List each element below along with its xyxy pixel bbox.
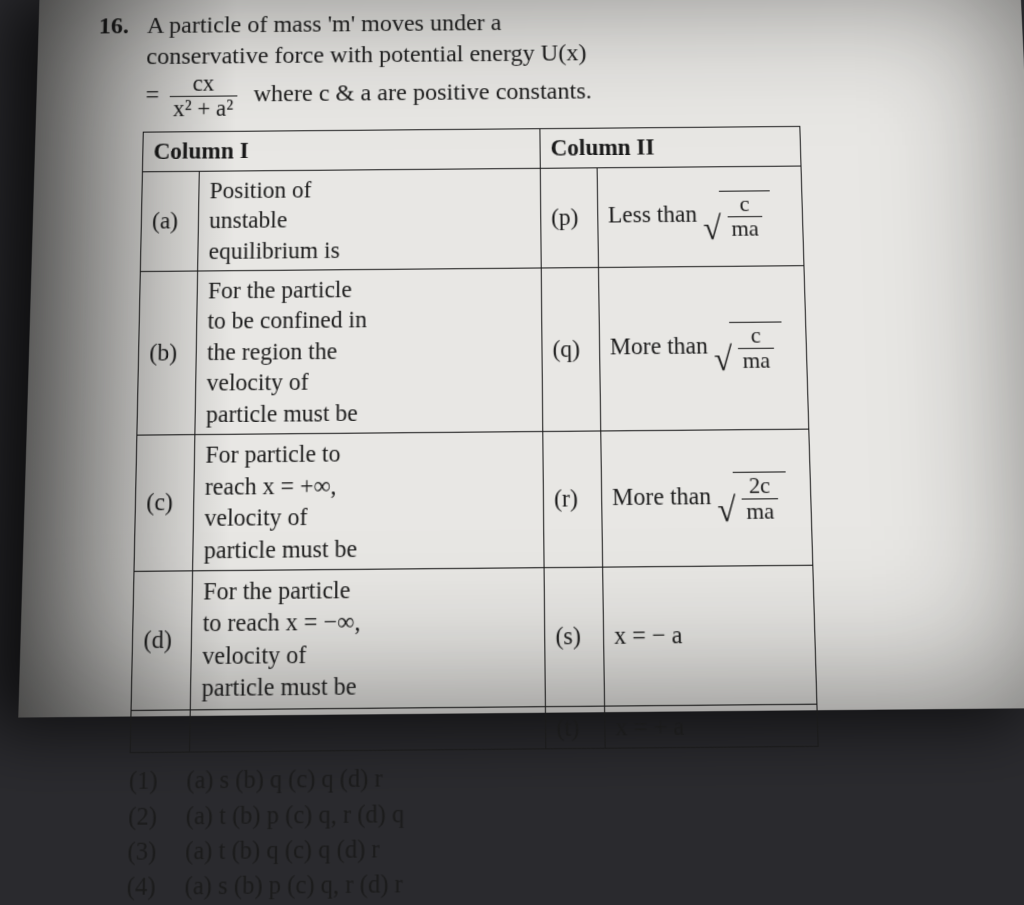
equals-sign: = xyxy=(145,82,159,108)
sqrt-expr: √ c ma xyxy=(702,191,771,242)
col2-header: Column II xyxy=(540,127,801,168)
sqrt-expr: √ c ma xyxy=(713,322,783,374)
row-label-r: (r) xyxy=(542,431,602,567)
option-3: (3) (a) t (b) q (c) q (d) r xyxy=(127,827,997,868)
row-a-text: Position of unstable equilibrium is xyxy=(198,168,541,271)
row-p-value: Less than √ c ma xyxy=(597,166,804,268)
row-c-text: For particle to reach x = +∞, velocity o… xyxy=(193,432,544,571)
row-t-value: x = + a xyxy=(604,704,818,749)
match-table: Column I Column II (a) Position of unsta… xyxy=(130,126,819,753)
row-label-empty xyxy=(130,710,190,753)
table-row: (b) For the particle to be confined in t… xyxy=(137,266,809,436)
row-label-q: (q) xyxy=(541,268,600,432)
table-row: (t) x = + a xyxy=(130,704,818,753)
question-text-3: = cx x² + a² where c & a are positive co… xyxy=(145,65,966,121)
question-text-3-suffix: where c & a are positive constants. xyxy=(253,79,592,108)
table-header-row: Column I Column II xyxy=(142,127,801,172)
row-r-value: More than √ 2c ma xyxy=(600,429,813,567)
sqrt-expr: √ 2c ma xyxy=(717,471,787,524)
row-label-c: (c) xyxy=(134,435,195,571)
frac-numerator: cx xyxy=(169,72,237,98)
question-line-3: = cx x² + a² where c & a are positive co… xyxy=(96,65,965,122)
row-label-a: (a) xyxy=(140,171,199,272)
page: 16. A particle of mass 'm' moves under a… xyxy=(18,0,1024,718)
row-s-value: x = − a xyxy=(602,565,817,706)
table-row: (d) For the particle to reach x = −∞, ve… xyxy=(131,565,817,710)
option-1: (1) (a) s (b) q (c) q (d) r xyxy=(129,757,995,798)
row-q-value: More than √ c ma xyxy=(598,266,809,432)
row-d-text: For the particle to reach x = −∞, veloci… xyxy=(190,568,545,710)
question-number: 16. xyxy=(98,11,147,42)
row-empty-text xyxy=(189,706,545,752)
row-label-p: (p) xyxy=(540,168,598,268)
row-label-t: (t) xyxy=(545,706,605,749)
potential-fraction: cx x² + a² xyxy=(169,72,238,122)
col1-header: Column I xyxy=(142,129,539,172)
row-b-text: For the particle to be confined in the r… xyxy=(195,268,543,435)
table-row: (a) Position of unstable equilibrium is … xyxy=(140,166,804,272)
option-2: (2) (a) t (b) p (c) q, r (d) q xyxy=(128,792,996,833)
row-label-b: (b) xyxy=(137,271,198,435)
frac-denominator: x² + a² xyxy=(169,97,238,122)
answer-options: (1) (a) s (b) q (c) q (d) r (2) (a) t (b… xyxy=(126,757,998,904)
table-row: (c) For particle to reach x = +∞, veloci… xyxy=(134,429,813,571)
row-label-d: (d) xyxy=(131,571,192,710)
option-4: (4) (a) s (b) p (c) q, r (d) r xyxy=(126,862,998,903)
